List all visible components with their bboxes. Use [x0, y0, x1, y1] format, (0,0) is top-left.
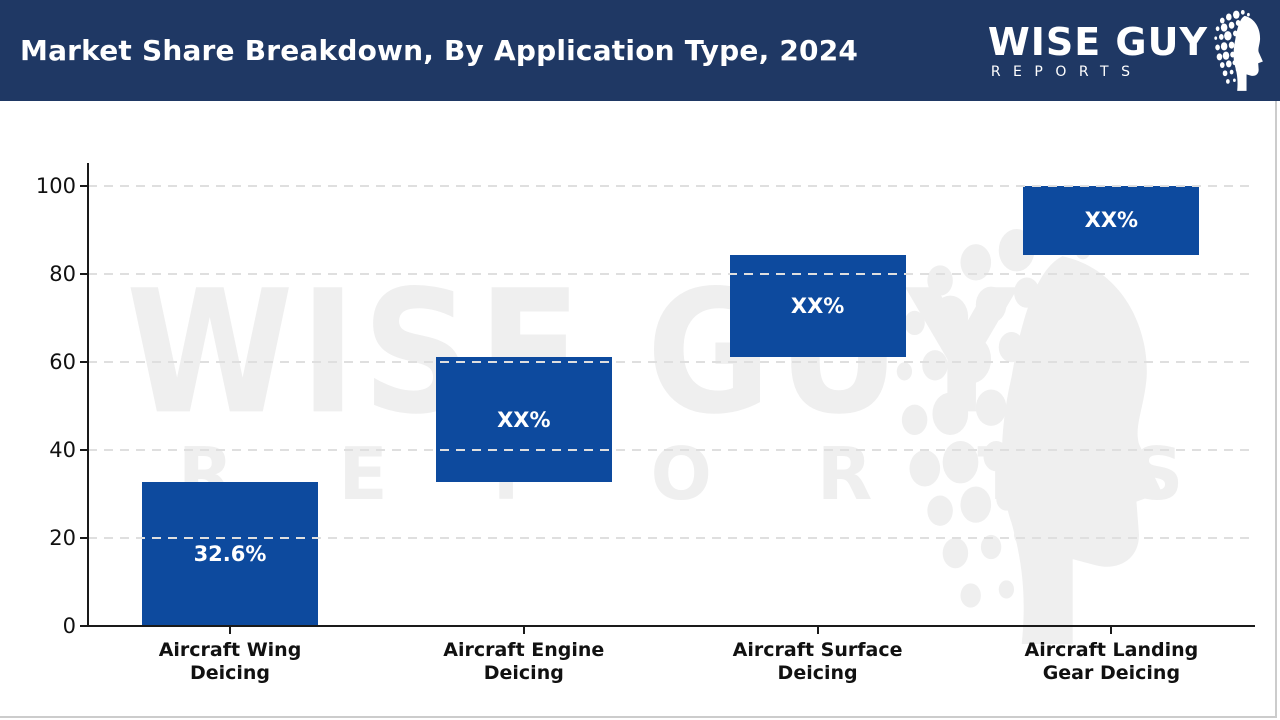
y-tick [80, 184, 88, 187]
y-tick-label: 60 [49, 349, 76, 374]
gridline-20 [88, 536, 1253, 539]
x-category-label: Aircraft Surface Deicing [732, 639, 903, 685]
x-tick [229, 625, 231, 634]
x-category-label: Aircraft Wing Deicing [158, 639, 302, 685]
header-bar: Market Share Breakdown, By Application T… [0, 0, 1280, 101]
x-axis-line [87, 624, 1255, 627]
x-category-label: Aircraft Landing Gear Deicing [1024, 639, 1199, 685]
bar-segment [142, 482, 318, 626]
gridline-60 [88, 360, 1253, 363]
bar-value-label: XX% [1084, 208, 1139, 233]
bar-value-label: XX% [790, 294, 845, 319]
y-tick-label: 20 [49, 525, 76, 550]
chart-title: Market Share Breakdown, By Application T… [20, 34, 859, 67]
x-tick [1110, 625, 1113, 634]
bar-value-label: 32.6% [193, 541, 267, 566]
gridline-100 [88, 184, 1253, 187]
x-tick [816, 625, 819, 634]
y-tick [80, 272, 88, 275]
y-tick [80, 448, 88, 451]
bar-value-label: XX% [497, 407, 551, 432]
y-tick [80, 360, 88, 363]
x-category-label: Aircraft Engine Deicing [443, 639, 605, 685]
logo-text: WISE GUY REPORTS [988, 23, 1208, 79]
brand-logo: WISE GUY REPORTS [988, 10, 1268, 92]
y-tick-label: 80 [49, 261, 76, 286]
y-tick [80, 624, 88, 627]
y-tick [80, 536, 88, 539]
y-axis-line [87, 163, 89, 627]
y-tick-label: 0 [62, 613, 76, 638]
gridline-80 [88, 272, 1253, 275]
page-border-right [1275, 101, 1277, 718]
logo-brand-text: WISE GUY [987, 19, 1208, 64]
page-border-bottom [0, 716, 1277, 718]
bar-segment [729, 255, 906, 358]
y-tick-label: 40 [49, 437, 76, 462]
bar-segment [1023, 185, 1200, 256]
logo-sub-text: REPORTS [990, 63, 1143, 80]
gridline-40 [88, 448, 1253, 451]
x-tick [522, 625, 525, 634]
bar-segment [435, 357, 612, 483]
y-tick-label: 100 [35, 173, 76, 198]
